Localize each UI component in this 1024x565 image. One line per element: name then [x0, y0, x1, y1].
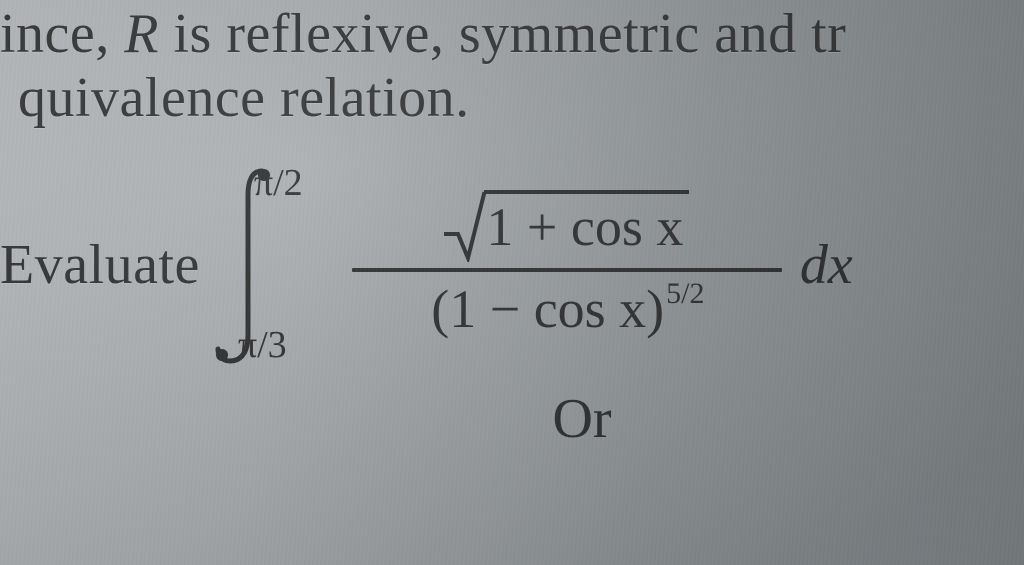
- dx-x: x: [828, 234, 853, 296]
- differential: dx: [800, 233, 853, 297]
- body-text-line-1: ince, R is reflexive, symmetric and tr: [0, 0, 1024, 66]
- or-separator: Or: [0, 387, 1024, 451]
- line1-rest: is reflexive, symmetric and tr: [159, 3, 846, 65]
- integral-sign: π/2 π/3: [208, 165, 280, 365]
- integrand-fraction: 1 + cos x (1 − cos x)5/2: [352, 190, 782, 340]
- line1-prefix: ince,: [0, 3, 124, 65]
- denominator: (1 − cos x)5/2: [425, 278, 708, 340]
- radicand: 1 + cos x: [484, 190, 689, 257]
- definite-integral: π/2 π/3 1 + cos x (1 − cos x)5/2: [208, 165, 853, 365]
- fraction-rule: [352, 268, 782, 272]
- integral-lower-limit: π/3: [238, 323, 287, 367]
- radical-icon: [444, 190, 486, 262]
- integral-upper-limit: π/2: [254, 161, 303, 205]
- square-root: 1 + cos x: [444, 190, 689, 262]
- numerator: 1 + cos x: [438, 190, 695, 262]
- body-text-line-2: quivalence relation.: [0, 66, 1024, 130]
- dx-d: d: [800, 234, 828, 296]
- variable-r: R: [124, 3, 159, 65]
- evaluate-row: Evaluate π/2 π/3 1 + cos x: [0, 165, 1024, 365]
- scanned-page: ince, R is reflexive, symmetric and tr q…: [0, 0, 1024, 451]
- denominator-exponent: 5/2: [666, 277, 704, 311]
- evaluate-label: Evaluate: [0, 233, 208, 297]
- denominator-base: (1 − cos x): [431, 278, 664, 340]
